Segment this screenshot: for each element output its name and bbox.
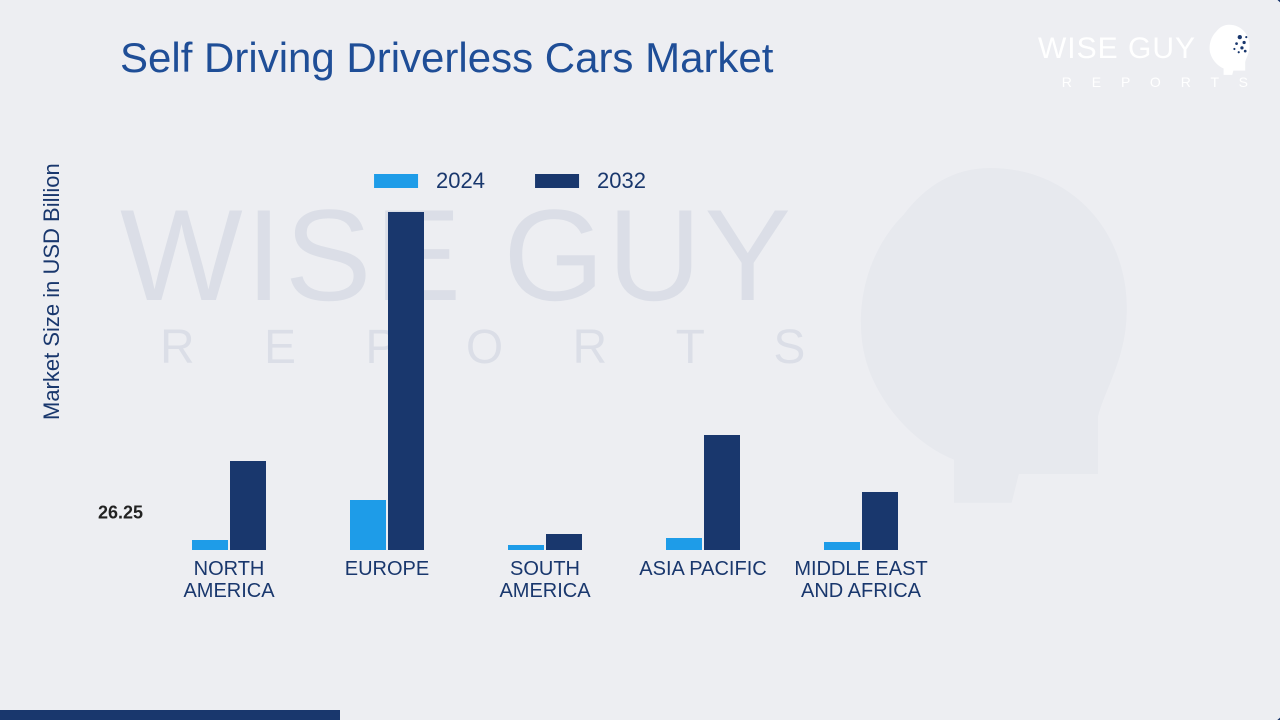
legend: 2024 2032 [374,168,646,194]
x-label-2: SOUTH AMERICA [475,558,615,602]
brand-logo: WISE GUY R E P O R T S [1038,22,1256,90]
logo-head-icon [1202,22,1256,76]
legend-swatch-2032 [535,174,579,188]
x-label-1: EUROPE [317,558,457,580]
bar-group-3: ASIA PACIFIC [653,435,753,550]
y-axis-label: Market Size in USD Billion [39,163,65,420]
plot-area: 26.25 NORTH AMERICA EUROPE SOUTH AMERICA… [150,210,940,550]
legend-swatch-2024 [374,174,418,188]
x-label-4: MIDDLE EAST AND AFRICA [791,558,931,602]
bar-group-0: NORTH AMERICA [179,461,279,550]
brand-panel [960,0,1280,720]
logo-text-line1: WISE GUY [1038,32,1196,66]
bar-3-2024 [666,538,702,550]
bar-4-2024 [824,542,860,550]
bar-1-2032 [388,212,424,550]
bar-0-2032 [230,461,266,550]
bar-3-2032 [704,435,740,550]
bar-2-2024 [508,545,544,550]
legend-item-2024: 2024 [374,168,485,194]
accent-bar [0,710,340,720]
logo-text-line2: R E P O R T S [1038,74,1256,90]
legend-item-2032: 2032 [535,168,646,194]
chart-region: 2024 2032 Market Size in USD Billion 26.… [60,160,960,680]
bar-group-4: MIDDLE EAST AND AFRICA [811,492,911,550]
legend-label-2024: 2024 [436,168,485,194]
bar-4-2032 [862,492,898,550]
y-tick-label: 26.25 [98,502,143,523]
bar-0-2024 [192,540,228,550]
bar-group-1: EUROPE [337,212,437,550]
x-label-0: NORTH AMERICA [159,558,299,602]
bar-2-2032 [546,534,582,550]
x-label-3: ASIA PACIFIC [633,558,773,580]
bar-group-2: SOUTH AMERICA [495,534,595,550]
chart-title: Self Driving Driverless Cars Market [120,34,773,82]
legend-label-2032: 2032 [597,168,646,194]
bar-1-2024 [350,500,386,551]
